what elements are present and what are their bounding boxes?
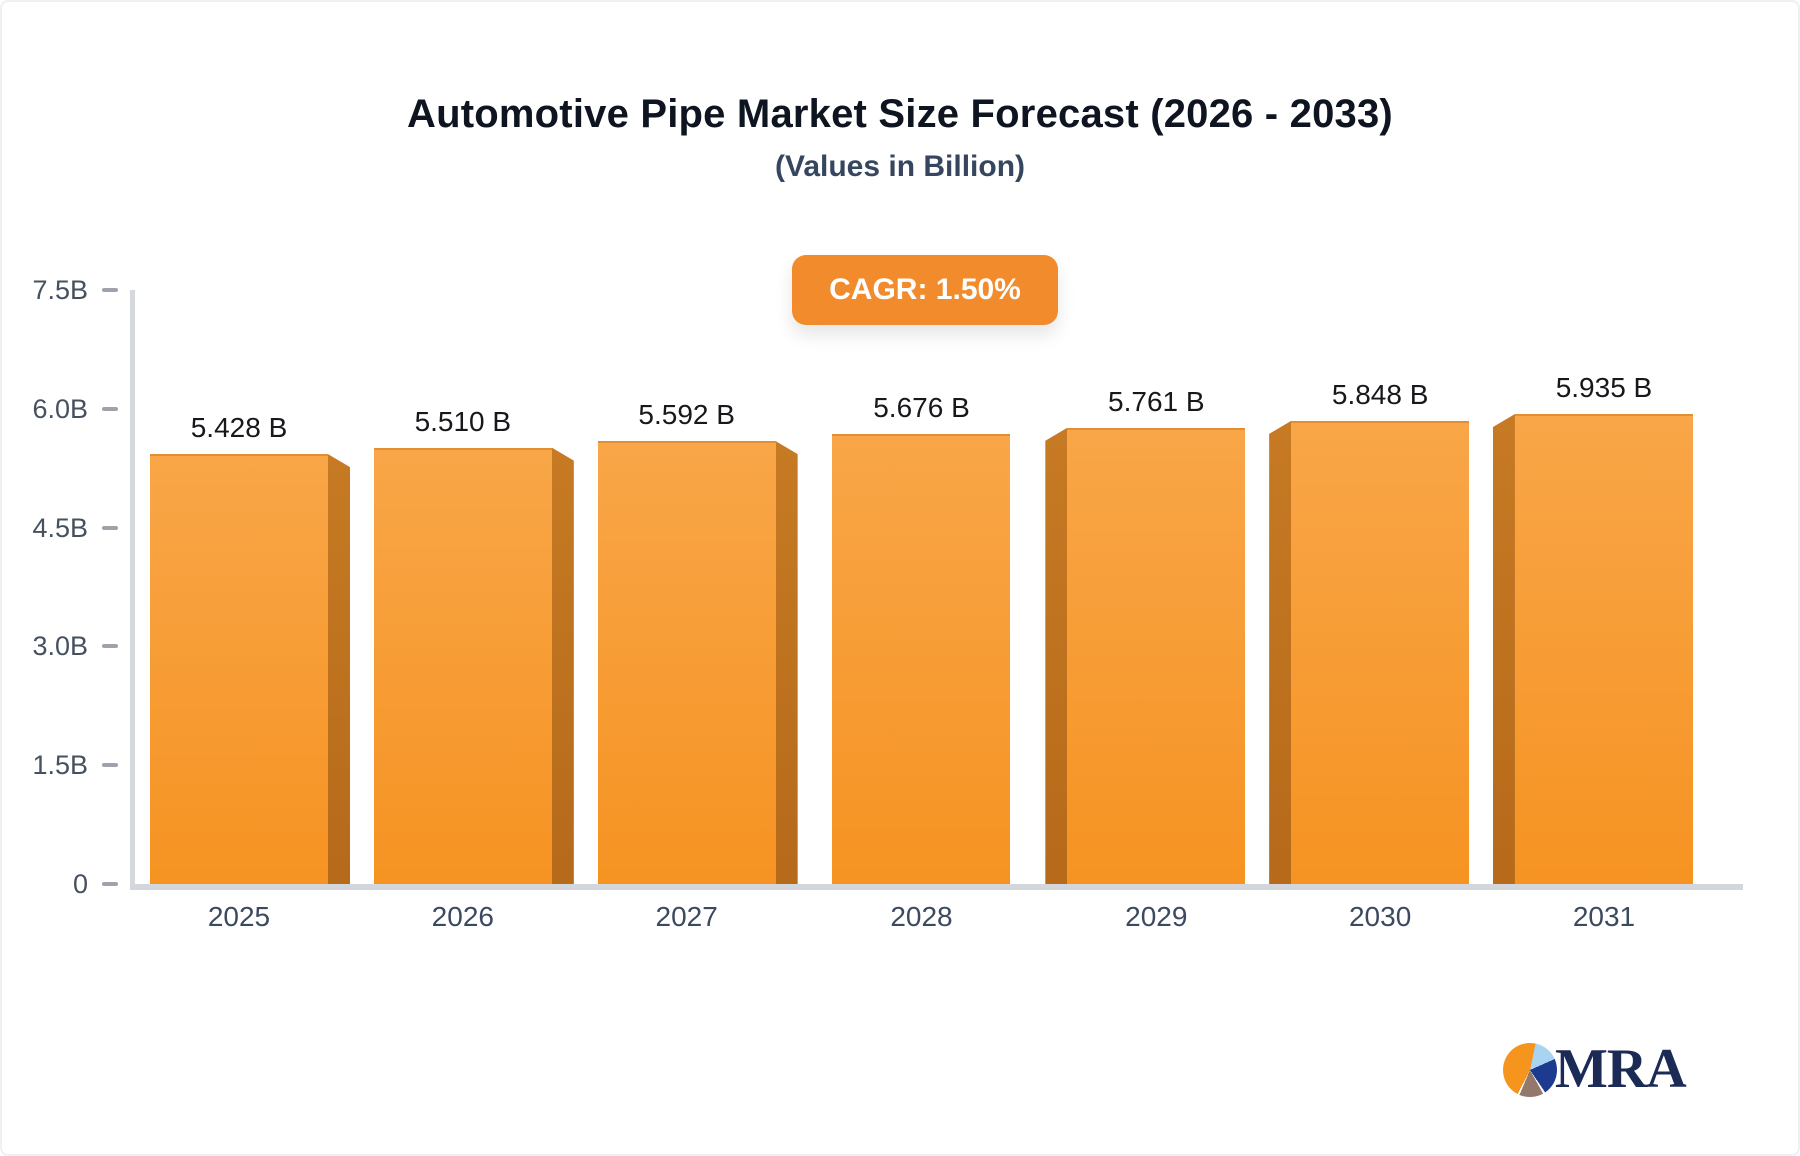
y-tick-label: 6.0B — [32, 393, 88, 424]
bar-2025 — [150, 454, 328, 884]
bar-2026 — [373, 447, 552, 884]
y-tick-label: 3.0B — [32, 631, 88, 662]
y-tick-mark — [102, 763, 118, 768]
x-tick-label: 2030 — [1348, 901, 1412, 932]
bar-value-label: 5.848 B — [1331, 378, 1429, 410]
x-tick-label: 2027 — [655, 901, 718, 932]
bar-side-2027 — [775, 441, 798, 884]
bar-value-label: 5.676 B — [873, 392, 970, 424]
y-tick-label: 4.5B — [32, 512, 88, 543]
pie-chart-logo-icon — [1503, 1043, 1557, 1097]
bar-side-2031 — [1492, 413, 1515, 884]
bar-value-label: 5.592 B — [638, 399, 735, 431]
x-tick-label: 2029 — [1125, 901, 1188, 932]
bar-2027 — [597, 441, 776, 884]
cagr-badge: CAGR: 1.50% — [792, 255, 1058, 325]
x-tick-label: 2025 — [207, 901, 271, 932]
bar-side-2029 — [1045, 427, 1068, 884]
bar-2030 — [1291, 420, 1470, 884]
y-tick-label: 1.5B — [32, 750, 88, 781]
x-tick-label: 2031 — [1572, 901, 1636, 932]
bar-side-2025 — [328, 454, 350, 884]
bar-side-2026 — [551, 447, 574, 884]
x-tick-label: 2028 — [890, 901, 953, 932]
logo-text: MRA — [1555, 1038, 1687, 1100]
y-axis-line — [130, 290, 135, 885]
y-tick-mark — [102, 525, 118, 530]
bar-value-label: 5.510 B — [414, 405, 512, 437]
y-tick-mark — [102, 882, 118, 886]
chart-title: Automotive Pipe Market Size Forecast (20… — [407, 92, 1393, 136]
bar-value-label: 5.761 B — [1108, 385, 1205, 417]
chart-subtitle: (Values in Billion) — [774, 150, 1026, 183]
bar-2029 — [1067, 427, 1246, 884]
y-tick-mark — [102, 644, 118, 649]
x-tick-label: 2026 — [431, 901, 494, 932]
bar-value-label: 5.935 B — [1555, 371, 1653, 403]
bar-value-label: 5.428 B — [190, 412, 288, 444]
bar-2031 — [1514, 413, 1693, 884]
y-tick-mark — [102, 288, 118, 292]
x-axis-baseline — [130, 884, 1743, 890]
bar-2028 — [832, 434, 1011, 884]
y-tick-mark — [102, 406, 118, 411]
y-tick-label: 7.5B — [32, 275, 88, 305]
bar-side-2030 — [1269, 420, 1292, 884]
y-tick-label: 0 — [72, 869, 88, 899]
